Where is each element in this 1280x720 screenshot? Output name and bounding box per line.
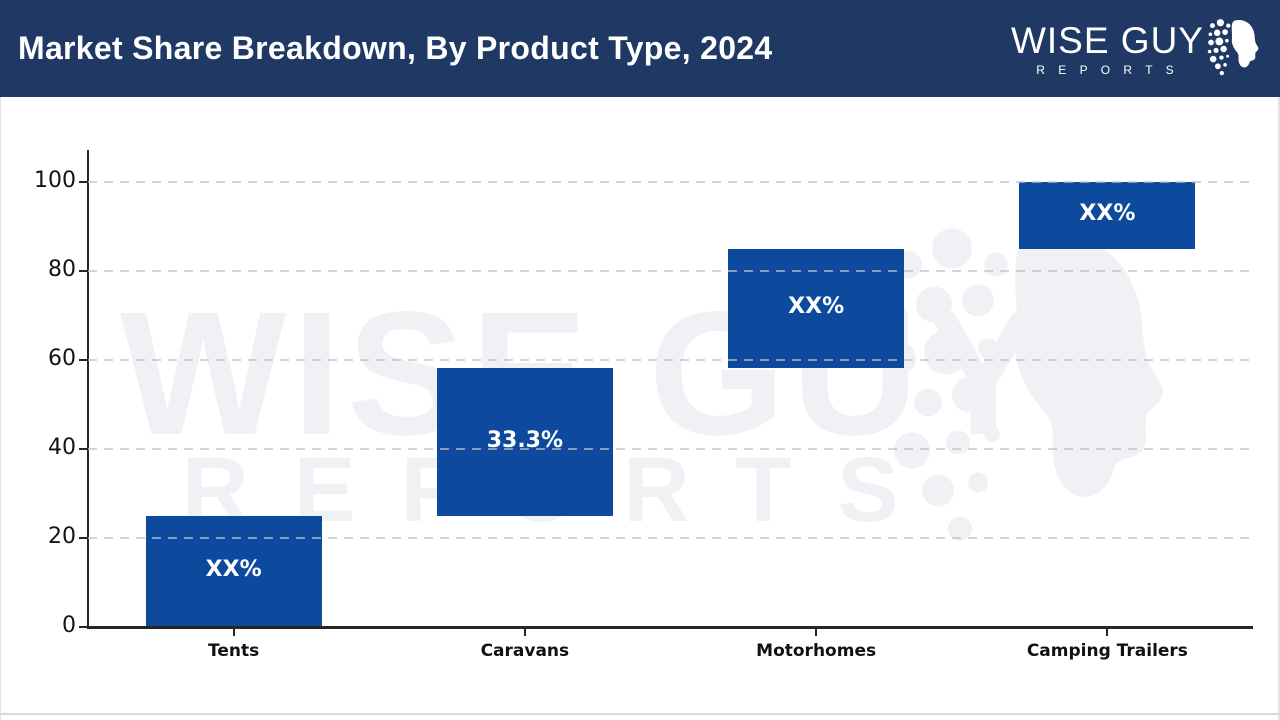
y-tick [79, 270, 87, 272]
y-tick [79, 448, 87, 450]
bar [145, 515, 322, 627]
bar [728, 248, 905, 368]
x-tick [523, 629, 526, 636]
frame-border-left [0, 97, 1, 720]
brand-logo-sub: R E P O R T S [1036, 62, 1179, 77]
page-title: Market Share Breakdown, By Product Type,… [18, 30, 773, 66]
y-tick [79, 181, 87, 183]
y-tick-label: 80 [48, 257, 76, 282]
bar-value-label: XX% [205, 557, 262, 583]
y-tick [79, 537, 87, 539]
header-band: Market Share Breakdown, By Product Type,… [0, 0, 1280, 97]
bar [1019, 182, 1196, 249]
grid-line [88, 181, 1253, 183]
bar-value-label: XX% [788, 294, 845, 320]
brand-logo: WISE GUY R E P O R T S [1011, 9, 1260, 89]
x-axis-label: Camping Trailers [1026, 641, 1188, 661]
y-tick-label: 60 [48, 346, 76, 371]
y-tick [79, 626, 87, 628]
y-tick-label: 40 [48, 435, 76, 460]
bar-value-label: 33.3% [486, 427, 564, 453]
x-tick [815, 629, 818, 636]
brand-logo-text: WISE GUY R E P O R T S [1011, 22, 1204, 76]
bar-value-label: XX% [1079, 201, 1136, 227]
x-tick [232, 629, 235, 636]
x-axis-label: Motorhomes [756, 641, 877, 661]
y-tick-label: 0 [62, 613, 76, 638]
brand-logo-main: WISE GUY [1010, 19, 1204, 61]
x-tick [1106, 629, 1109, 636]
x-axis-label: Tents [208, 641, 260, 661]
x-axis-line [87, 626, 1253, 629]
bar [436, 367, 613, 516]
frame-border-bottom [0, 713, 1280, 715]
x-axis-label: Caravans [480, 641, 570, 661]
y-axis-line [87, 150, 89, 628]
grid-line [88, 448, 1253, 450]
grid-line [88, 359, 1253, 361]
frame-border-right [1278, 97, 1280, 720]
grid-line [88, 537, 1253, 539]
y-tick-label: 100 [34, 168, 76, 193]
y-tick-label: 20 [48, 524, 76, 549]
grid-line [88, 270, 1253, 272]
y-tick [79, 359, 87, 361]
